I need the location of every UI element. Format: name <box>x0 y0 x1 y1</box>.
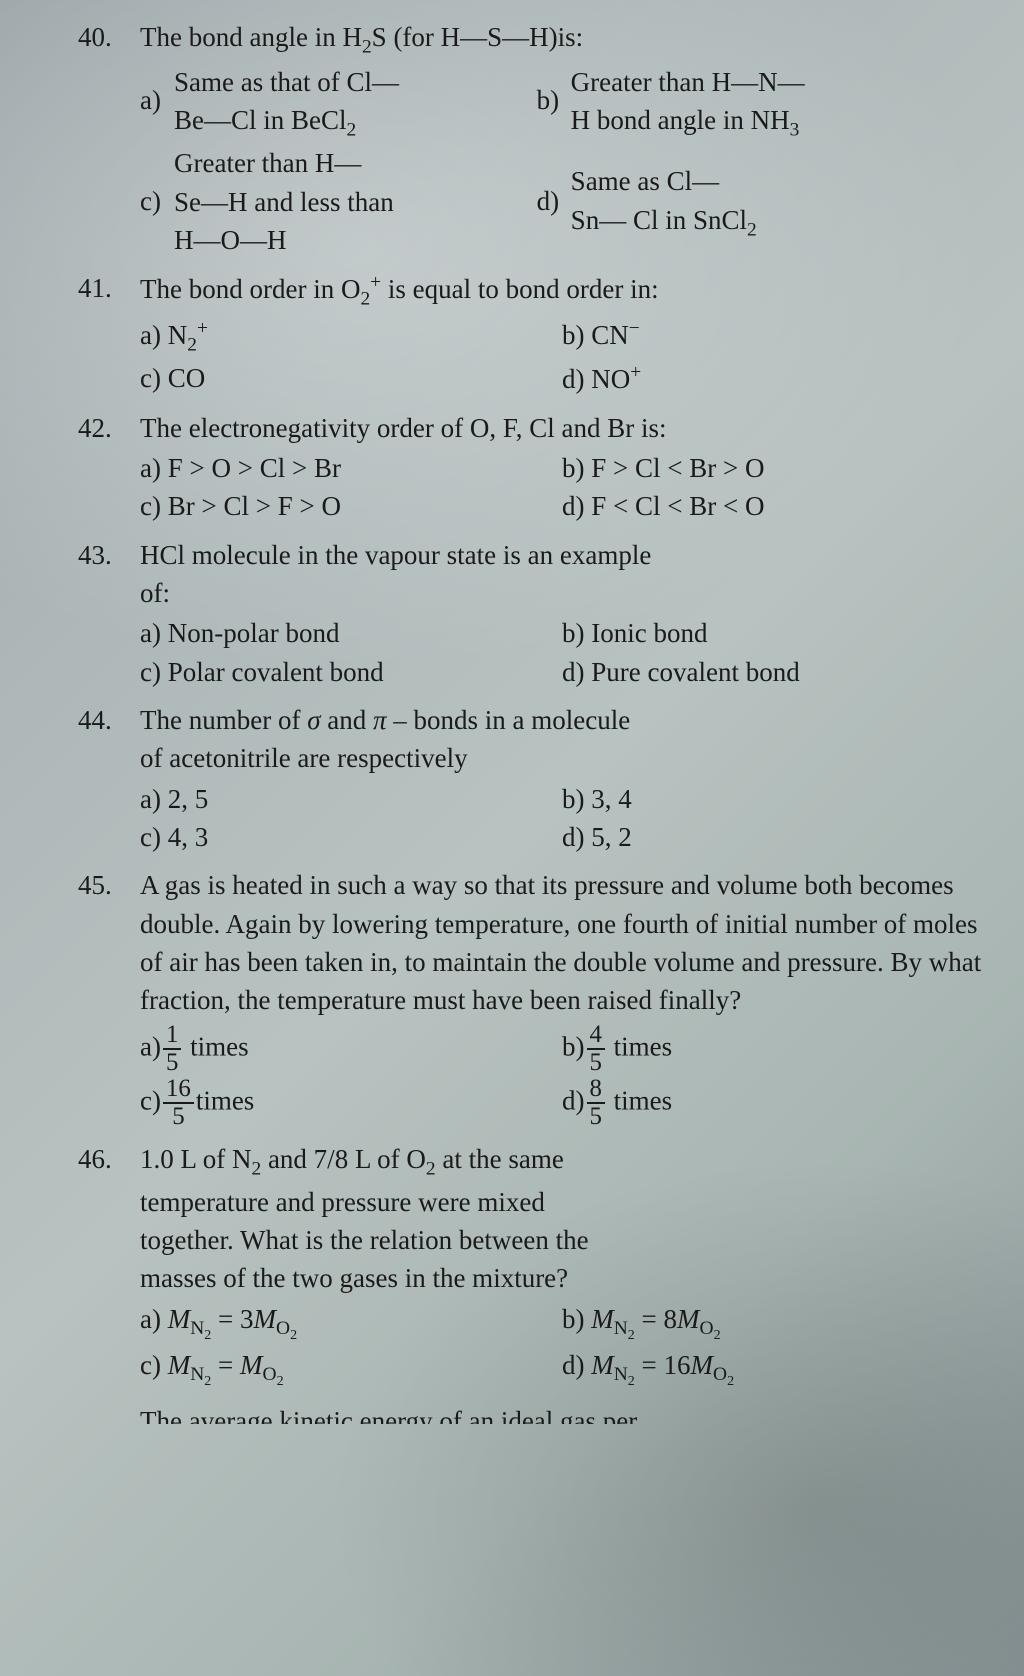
option-d: d)85 times <box>562 1076 984 1130</box>
option-b: b)45 times <box>562 1022 984 1076</box>
option-d: d) NO+ <box>562 359 984 398</box>
question-46: 46. 1.0 L of N2 and 7/8 L of O2 at the s… <box>140 1140 984 1392</box>
question-stem: 1.0 L of N2 and 7/8 L of O2 at the samet… <box>140 1140 984 1298</box>
option-c: c) CO <box>140 359 562 398</box>
option-d: d) 5, 2 <box>562 818 984 856</box>
question-stem: The electronegativity order of O, F, Cl … <box>140 409 984 447</box>
option-d: d) MN2 = 16MO2 <box>562 1346 984 1392</box>
option-c: c) Br > Cl > F > O <box>140 487 562 525</box>
question-45: 45. A gas is heated in such a way so tha… <box>140 866 984 1130</box>
option-a: a) F > O > Cl > Br <box>140 449 562 487</box>
question-stem: The number of σ and π – bonds in a molec… <box>140 701 984 778</box>
question-42: 42. The electronegativity order of O, F,… <box>140 409 984 526</box>
option-b: b) 3, 4 <box>562 780 984 818</box>
option-b: b) F > Cl < Br > O <box>562 449 984 487</box>
option-d: d) Same as Cl—Sn— Cl in SnCl2 <box>537 144 984 259</box>
question-stem: The bond order in O2+ is equal to bond o… <box>140 269 984 313</box>
question-number: 40. <box>78 18 112 56</box>
option-c: c)165times <box>140 1076 562 1130</box>
option-a: a) Same as that of Cl—Be—Cl in BeCl2 <box>140 63 537 144</box>
question-number: 43. <box>78 536 112 574</box>
question-40: 40. The bond angle in H2S (for H—S—H)is:… <box>140 18 984 259</box>
option-a: a)15 times <box>140 1022 562 1076</box>
question-stem: The bond angle in H2S (for H—S—H)is: <box>140 18 984 61</box>
option-b: b) Greater than H—N—H bond angle in NH3 <box>537 63 984 144</box>
question-stem: The average kinetic energy of an ideal g… <box>140 1402 984 1424</box>
question-number: 45. <box>78 866 112 904</box>
option-c: c) 4, 3 <box>140 818 562 856</box>
question-43: 43. HCl molecule in the vapour state is … <box>140 536 984 691</box>
option-a: a) MN2 = 3MO2 <box>140 1300 562 1346</box>
question-44: 44. The number of σ and π – bonds in a m… <box>140 701 984 856</box>
question-47-cutoff: 47. The average kinetic energy of an ide… <box>140 1402 984 1424</box>
question-number: 44. <box>78 701 112 739</box>
option-b: b) CN− <box>562 315 984 359</box>
question-stem: A gas is heated in such a way so that it… <box>140 866 984 1019</box>
option-c: c) MN2 = MO2 <box>140 1346 562 1392</box>
question-41: 41. The bond order in O2+ is equal to bo… <box>140 269 984 398</box>
option-d: d) Pure covalent bond <box>562 653 984 691</box>
option-a: a) Non-polar bond <box>140 614 562 652</box>
question-stem: HCl molecule in the vapour state is an e… <box>140 536 984 613</box>
question-number: 46. <box>78 1140 112 1178</box>
option-c: c) Greater than H—Se—H and less thanH—O—… <box>140 144 537 259</box>
option-a: a) 2, 5 <box>140 780 562 818</box>
option-c: c) Polar covalent bond <box>140 653 562 691</box>
option-a: a) N2+ <box>140 315 562 359</box>
option-b: b) Ionic bond <box>562 614 984 652</box>
question-number: 42. <box>78 409 112 447</box>
option-b: b) MN2 = 8MO2 <box>562 1300 984 1346</box>
question-number: 41. <box>78 269 112 307</box>
option-d: d) F < Cl < Br < O <box>562 487 984 525</box>
